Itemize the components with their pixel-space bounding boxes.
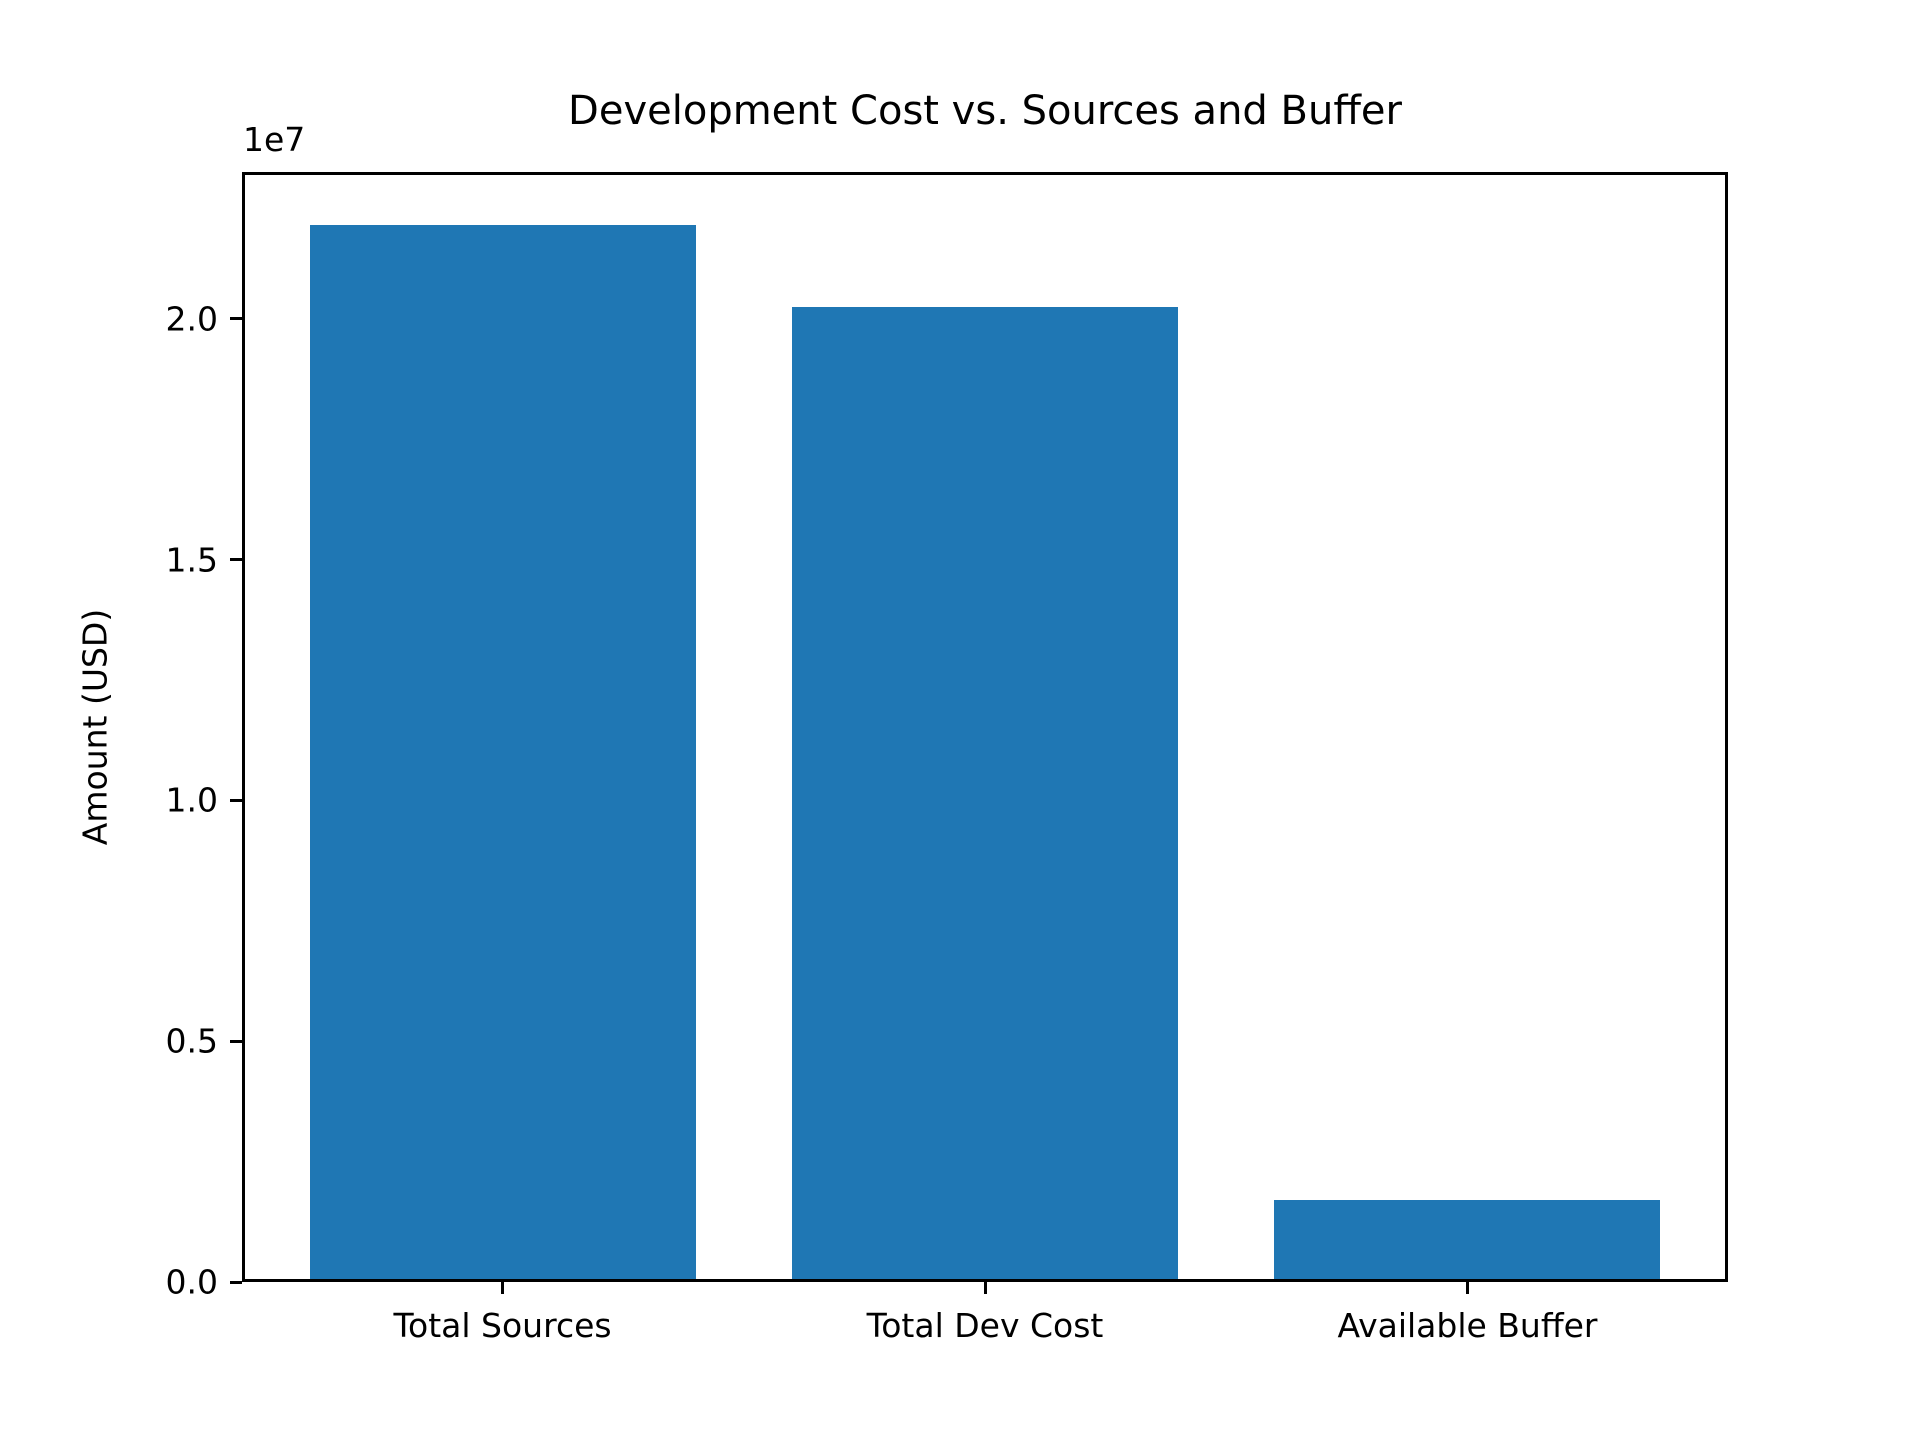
y-axis-offset-label: 1e7 [243, 120, 306, 159]
x-tick-mark [983, 1282, 987, 1294]
y-tick-label: 0.0 [165, 1262, 218, 1302]
bar-2 [1274, 1200, 1661, 1282]
bar-1 [792, 306, 1178, 1282]
chart-title: Development Cost vs. Sources and Buffer [568, 88, 1402, 134]
x-tick-mark [1465, 1282, 1469, 1294]
y-tick-mark [230, 558, 242, 562]
y-tick-label: 1.0 [165, 780, 218, 820]
y-tick-mark [230, 1039, 242, 1043]
x-tick-mark [501, 1282, 505, 1294]
x-tick-label-2: Available Buffer [1337, 1306, 1598, 1345]
x-tick-label-0: Total Sources [393, 1306, 612, 1345]
y-tick-mark [230, 798, 242, 802]
y-tick-label: 1.5 [165, 540, 218, 580]
y-tick-label: 2.0 [165, 299, 218, 339]
x-tick-label-1: Total Dev Cost [866, 1306, 1104, 1345]
y-tick-label: 0.5 [165, 1021, 218, 1061]
bar-0 [309, 224, 696, 1282]
y-tick-mark [230, 1280, 242, 1284]
y-tick-mark [230, 317, 242, 321]
y-axis-label: Amount (USD) [75, 608, 115, 846]
